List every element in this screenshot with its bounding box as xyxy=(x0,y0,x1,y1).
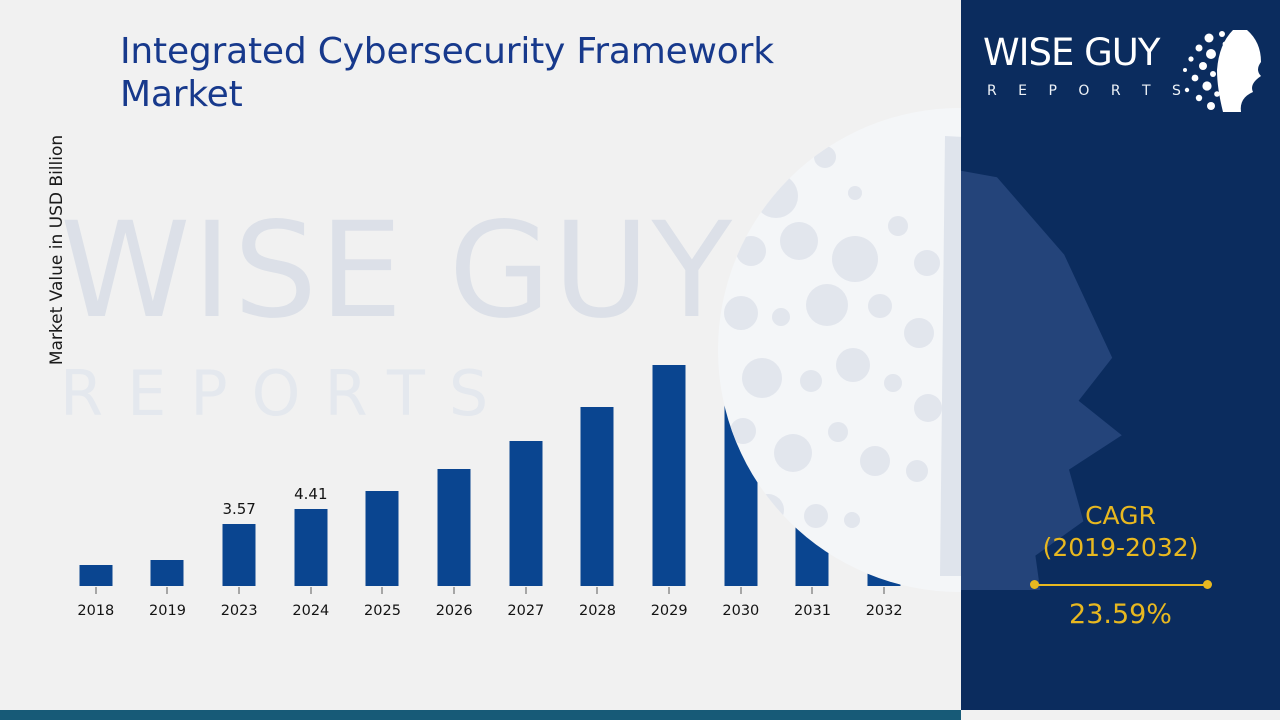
bar-2026 xyxy=(437,468,471,586)
cagr-label: CAGR xyxy=(1085,501,1156,530)
decor-dot xyxy=(828,422,848,442)
decor-dot xyxy=(724,296,758,330)
decor-dot xyxy=(804,504,828,528)
x-axis-tick-2028 xyxy=(596,587,598,594)
cagr-divider xyxy=(1029,580,1212,589)
decorative-circle-graphic xyxy=(718,108,961,592)
x-axis-tick-2029 xyxy=(668,587,670,594)
x-axis-tick-2032 xyxy=(883,587,885,594)
x-axis-label-2026: 2026 xyxy=(435,603,473,619)
bar-2023 xyxy=(222,523,256,586)
decor-dot xyxy=(906,460,928,482)
x-axis-tick-2026 xyxy=(453,587,455,594)
bar-2029 xyxy=(652,364,686,586)
decor-dot xyxy=(844,512,860,528)
x-axis-label-2023: 2023 xyxy=(220,603,258,619)
x-axis-label-2019: 2019 xyxy=(149,603,186,619)
x-axis-label-2027: 2027 xyxy=(507,603,545,619)
bar-2019 xyxy=(150,560,184,586)
x-axis-label-2032: 2032 xyxy=(865,603,903,619)
brand-logo-tagline: R E P O R T S xyxy=(987,83,1190,99)
decor-dot xyxy=(780,222,818,260)
decor-dot xyxy=(868,294,892,318)
bar-group-2023: 3.57 2023 xyxy=(203,150,275,619)
bar-2024 xyxy=(294,509,328,586)
x-axis-tick-2023 xyxy=(238,587,240,594)
brand-side-panel: WISE GUY R E P O R T S CAGR (2019-2032) xyxy=(961,0,1280,710)
x-axis-label-2028: 2028 xyxy=(579,603,616,619)
decor-dot xyxy=(832,236,878,282)
x-axis-label-2018: 2018 xyxy=(77,603,115,619)
decor-dot xyxy=(836,348,870,382)
brand-logo-wordmark: WISE GUY xyxy=(983,31,1160,74)
decor-dot xyxy=(888,216,908,236)
x-axis-tick-2019 xyxy=(166,587,168,594)
decor-dot xyxy=(730,418,756,444)
x-axis-tick-2018 xyxy=(95,587,97,594)
decor-dot xyxy=(860,446,890,476)
decor-dot xyxy=(772,308,790,326)
x-axis-tick-2031 xyxy=(811,587,813,594)
x-axis-label-2024: 2024 xyxy=(292,603,330,619)
bar-group-2026: 2026 xyxy=(418,150,490,619)
x-axis-label-2031: 2031 xyxy=(794,603,831,619)
decor-dot xyxy=(814,146,836,168)
decor-dot xyxy=(914,250,940,276)
decor-dot xyxy=(806,284,848,326)
cagr-period: (2019-2032) xyxy=(1042,533,1199,562)
bar-group-2028: 2028 xyxy=(562,150,634,619)
cagr-block: CAGR (2019-2032) 23.59% xyxy=(961,500,1280,628)
bar-value-label-2024: 4.41 xyxy=(294,485,328,504)
bar-group-2019: 2019 xyxy=(132,150,204,619)
x-axis-tick-2025 xyxy=(381,587,383,594)
decor-dot xyxy=(884,374,902,392)
x-axis-label-2029: 2029 xyxy=(650,603,688,619)
head-profile-shape xyxy=(940,136,961,576)
page-title: Integrated Cybersecurity Framework Marke… xyxy=(120,31,774,116)
decor-dot xyxy=(774,434,812,472)
x-axis-tick-2027 xyxy=(525,587,527,594)
chart-panel: WISE GUY REPORTS Integrated Cybersecurit… xyxy=(47,31,961,619)
decor-dot xyxy=(754,174,798,218)
decor-dot xyxy=(914,394,942,422)
bar-value-label-2023: 3.57 xyxy=(222,499,256,518)
bottom-accent-bar xyxy=(0,710,961,720)
dotted-face-icon xyxy=(1183,30,1261,112)
x-axis-tick-2024 xyxy=(310,587,312,594)
bar-group-2024: 4.41 2024 xyxy=(275,150,347,619)
bar-2027 xyxy=(509,440,543,586)
divider-line xyxy=(1033,584,1208,586)
decor-dot xyxy=(742,358,782,398)
x-axis-label-2030: 2030 xyxy=(722,603,760,619)
brand-logo[interactable]: WISE GUY R E P O R T S xyxy=(979,28,1265,114)
divider-dot-right xyxy=(1202,580,1212,589)
cagr-value: 23.59% xyxy=(1069,599,1172,630)
bar-2028 xyxy=(580,406,614,586)
bar-2018 xyxy=(79,565,113,586)
decor-dot xyxy=(752,494,784,526)
x-axis-tick-2030 xyxy=(740,587,742,594)
decor-dot xyxy=(800,370,822,392)
bar-group-2027: 2027 xyxy=(490,150,562,619)
decor-dot xyxy=(848,186,862,200)
decor-dot xyxy=(904,318,934,348)
bar-group-2029: 2029 xyxy=(633,150,705,619)
x-axis-label-2025: 2025 xyxy=(364,603,401,619)
bar-group-2025: 2025 xyxy=(347,150,419,619)
bar-2025 xyxy=(365,490,399,586)
bar-group-2018: 2018 xyxy=(60,150,132,619)
decor-dot xyxy=(736,236,766,266)
